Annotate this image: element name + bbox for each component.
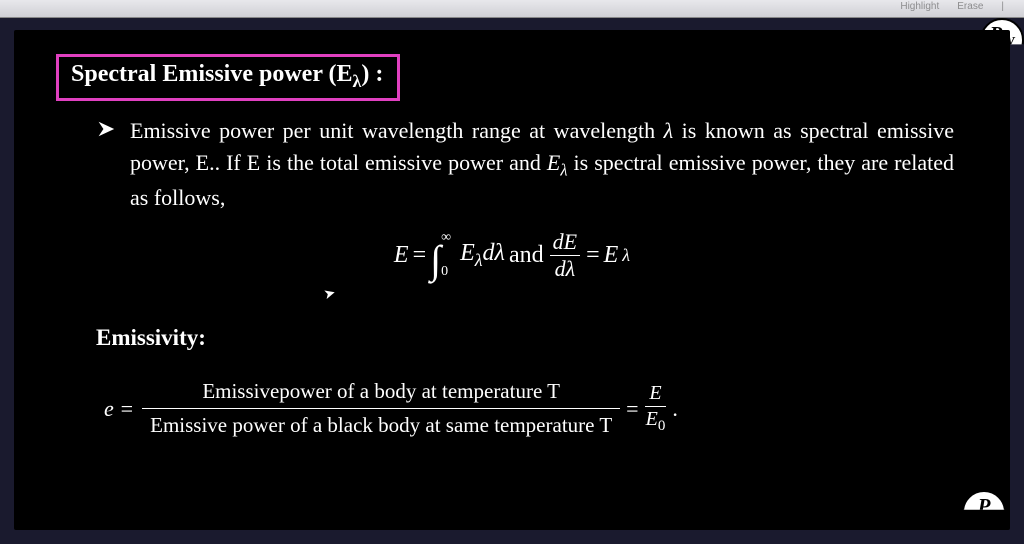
bt-E-sub: λ: [560, 160, 567, 179]
em-num-T: T: [547, 379, 560, 403]
eq1-int-top: ∞: [441, 230, 451, 246]
em-small-fraction: E E0: [642, 382, 670, 435]
bullet-body-text: Emissive power per unit wavelength range…: [130, 115, 954, 214]
badge-bottom-letter: P: [978, 494, 991, 519]
toolbar-item-erase[interactable]: Erase: [957, 1, 983, 12]
page-badge-bottom: P: [962, 490, 1006, 534]
bt-E: E: [547, 150, 560, 175]
integral-symbol-icon: ∫: [430, 236, 441, 283]
eq1-eq2: =: [586, 242, 600, 269]
window-chrome-bar: Highlight Erase |: [0, 0, 1024, 18]
heading-label-tail: ) :: [361, 61, 383, 87]
eq1-fraction: dE dλ: [550, 230, 580, 281]
eq1-eq: =: [413, 242, 427, 269]
em-after: = E E0 .: [626, 382, 678, 435]
bullet-arrow-icon: [98, 121, 116, 137]
bt-lambda: λ: [664, 118, 674, 143]
eq1-dl: dλ: [483, 240, 505, 266]
em-den-T: T: [599, 413, 612, 437]
em-num-text: Emissivepower of a body at temperature: [202, 379, 547, 403]
eq1-int-bot: 0: [441, 264, 448, 280]
eq1-E: E: [394, 242, 409, 269]
eq1-frac-den: dλ: [552, 256, 579, 281]
em-den: Emissive power of a black body at same t…: [142, 409, 620, 438]
toolbar-divider: |: [1001, 1, 1004, 12]
emissivity-title: Emissivity:: [50, 325, 974, 351]
em-sf-den: E0: [642, 407, 670, 435]
eq1-rhs-E: E: [604, 242, 619, 269]
em-den-text: Emissive power of a black body at same t…: [150, 413, 599, 437]
em-big-fraction: Emissivepower of a body at temperature T…: [142, 379, 620, 438]
eq1-frac-num: dE: [550, 230, 580, 256]
em-num: Emissivepower of a body at temperature T: [194, 379, 568, 408]
eq1-rhs-sub: λ: [622, 245, 630, 266]
heading-label-main: Spectral Emissive power (E: [71, 61, 353, 87]
em-sf-num: E: [645, 382, 665, 407]
emissivity-equation: e = Emissivepower of a body at temperatu…: [50, 379, 974, 438]
eq1-Ei: E: [460, 240, 475, 266]
slide-content: Spectral Emissive power (Eλ) : Emissive …: [14, 30, 1010, 530]
bullet-row: Emissive power per unit wavelength range…: [50, 115, 974, 214]
bt-1: Emissive power per unit wavelength range…: [130, 118, 664, 143]
eq1-Ei-sub: λ: [475, 250, 483, 270]
heading-box: Spectral Emissive power (Eλ) :: [56, 54, 400, 101]
em-sf-den-sub: 0: [658, 418, 666, 434]
em-lhs: e =: [104, 396, 134, 422]
toolbar-item-highlight[interactable]: Highlight: [900, 1, 939, 12]
em-sf-den-E: E: [646, 408, 658, 430]
em-period: .: [672, 396, 678, 422]
heading-text: Spectral Emissive power (Eλ) :: [71, 61, 383, 87]
equation-block-1: E = ∫∞0 Eλdλ and dE dλ = Eλ: [50, 230, 974, 281]
toolbar-right-cluster: Highlight Erase |: [900, 1, 1004, 12]
em-eq: =: [626, 396, 638, 422]
cursor-icon: ➤: [322, 285, 338, 304]
eq1-and: and: [509, 242, 544, 269]
